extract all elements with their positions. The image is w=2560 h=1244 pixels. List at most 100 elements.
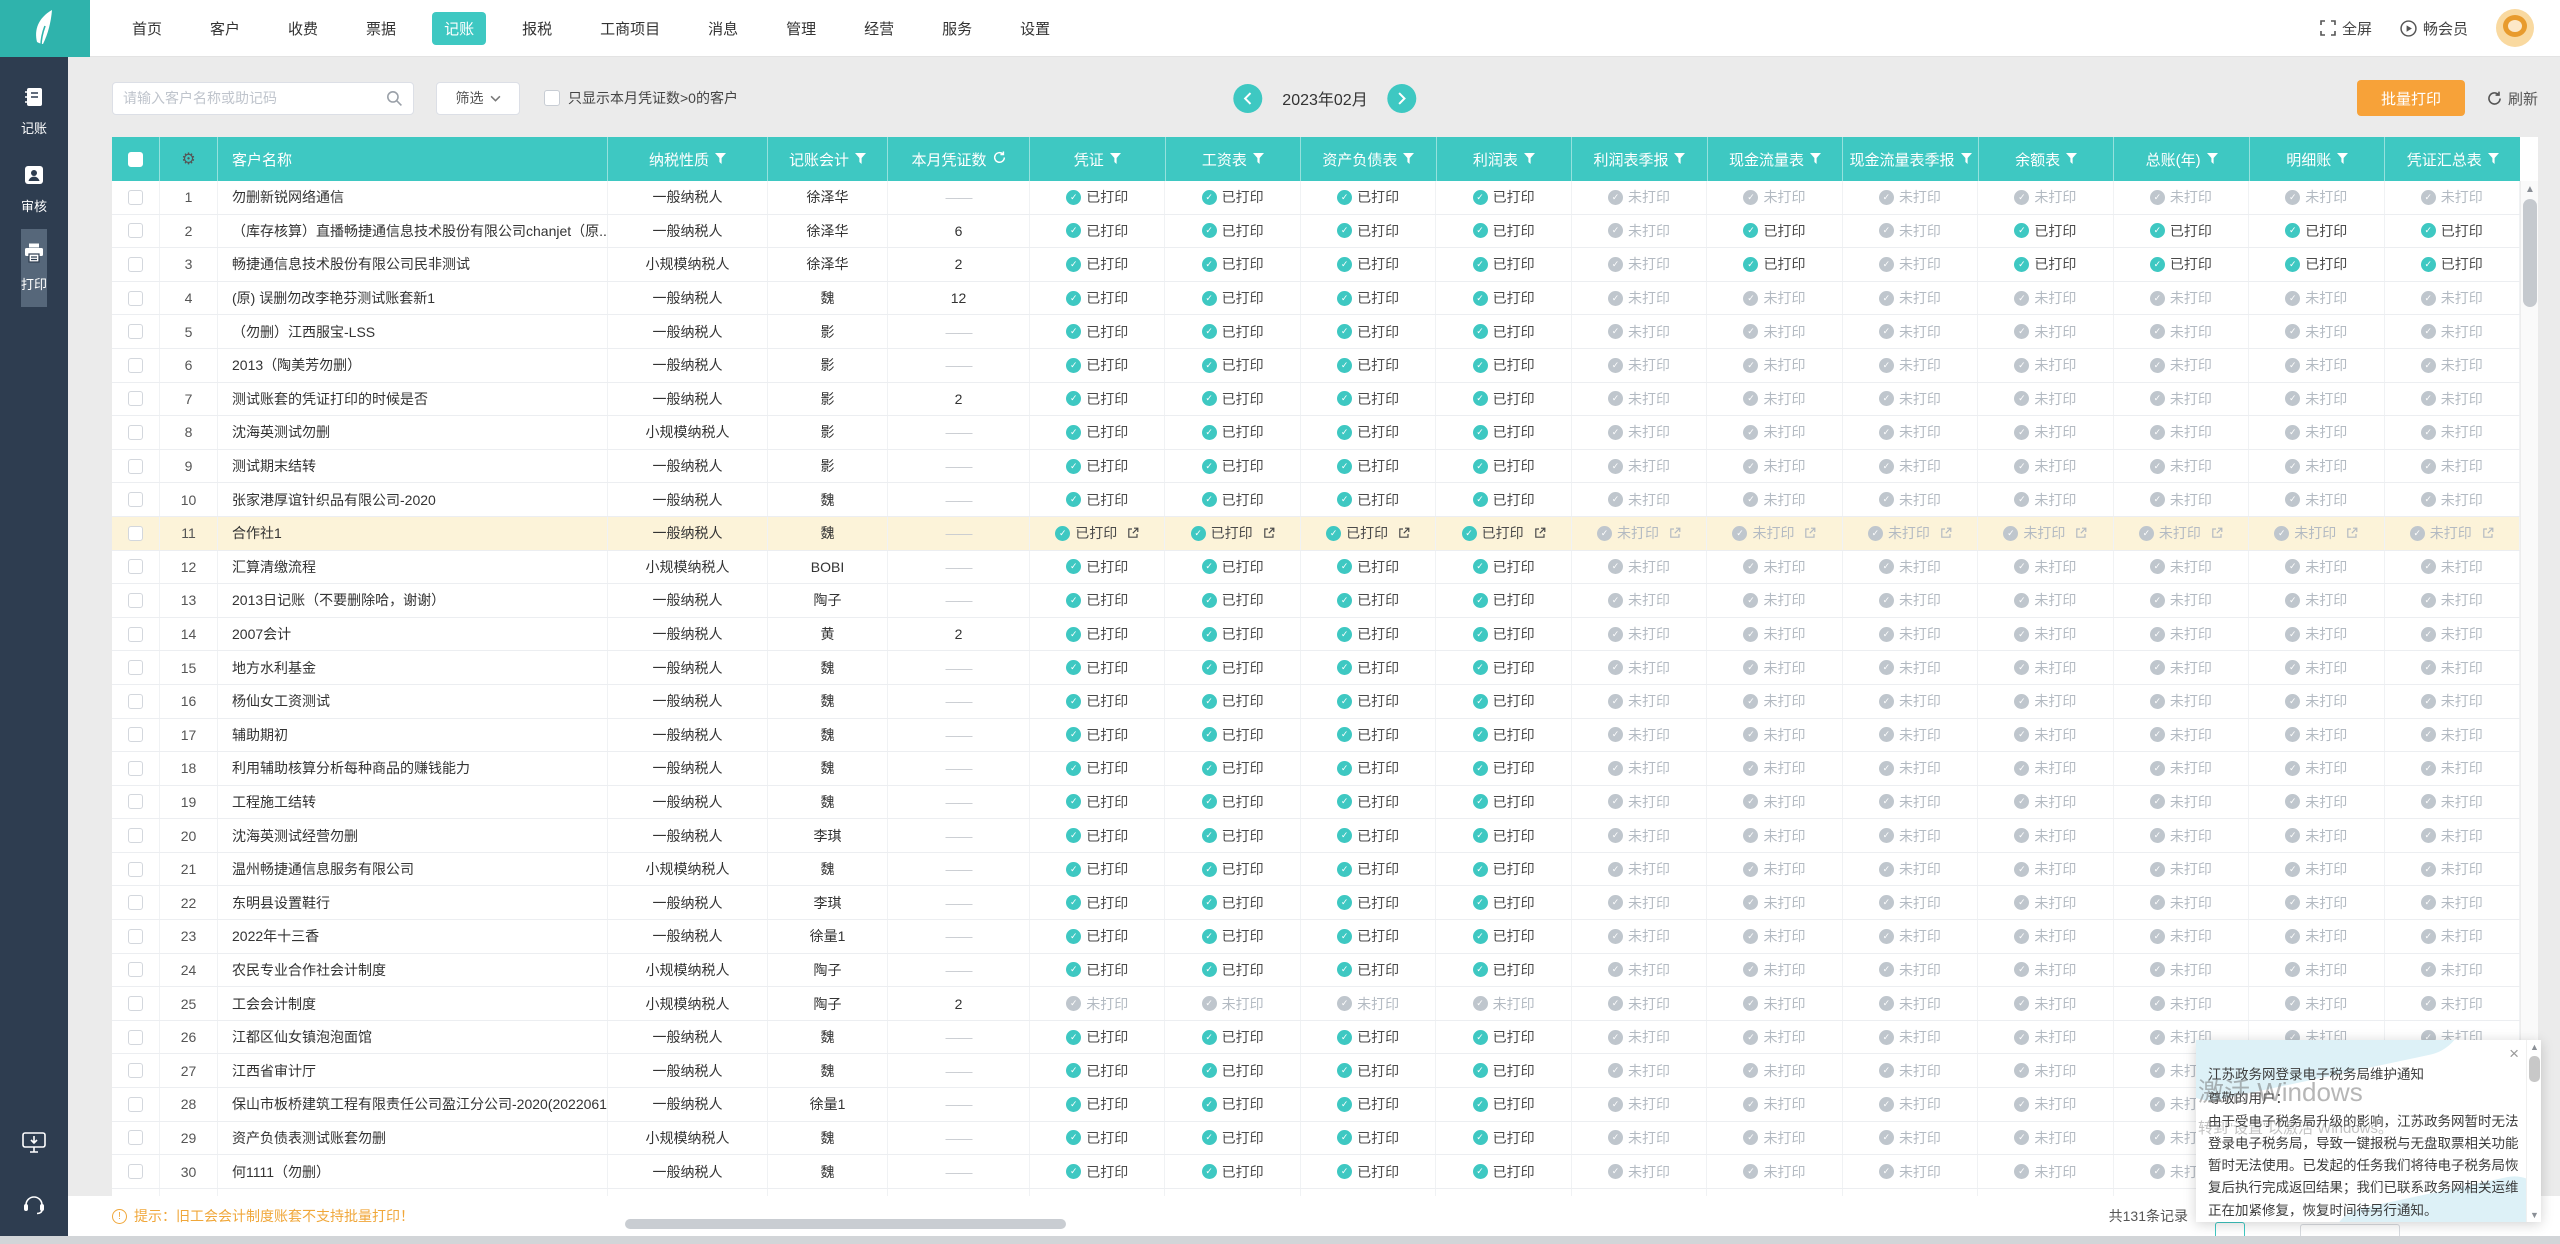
row-checkbox[interactable] — [128, 1063, 143, 1079]
nav-item[interactable]: 客户 — [210, 20, 241, 38]
external-link-icon[interactable] — [1669, 527, 1681, 539]
row-checkbox[interactable] — [128, 492, 143, 508]
row-checkbox[interactable] — [128, 693, 143, 709]
search-input[interactable] — [123, 90, 386, 106]
row-checkbox[interactable] — [128, 223, 143, 239]
row-checkbox[interactable] — [128, 592, 143, 608]
scroll-up-icon[interactable]: ▲ — [2525, 183, 2535, 195]
external-link-icon[interactable] — [1127, 527, 1139, 539]
scroll-down-icon[interactable]: ▼ — [2530, 1210, 2539, 1220]
table-row[interactable]: 24 农民专业合作社会计制度 小规模纳税人 陶子 —— ✓ 已打印 ✓ 已打印 ✓ 已打印 ✓ 已打印 ✓… — [112, 953, 2520, 988]
table-row[interactable]: 16 杨仙女工资测试 一般纳税人魏 —— ✓ 已打印 ✓ 已打印 ✓ 已打印 ✓ 已打印 ✓ 未打印 ✓ 未打… — [112, 684, 2520, 719]
row-checkbox[interactable] — [128, 760, 143, 776]
scrollbar-thumb[interactable] — [2523, 199, 2537, 307]
row-checkbox[interactable] — [128, 928, 143, 944]
filter-icon[interactable] — [2066, 151, 2078, 168]
table-row[interactable]: 1 勿删新锐网络通信 一般纳税人 徐泽华 —— ✓ 已打印 ✓ 已打印 ✓ 已打印 ✓ 已打印 ✓ 未打印 ✓… — [112, 181, 2520, 215]
nav-item[interactable]: 设置 — [1020, 20, 1051, 38]
table-row[interactable]: 3 畅捷通信息技术股份有限公司民非测试 小规模纳税人 徐泽华 2 ✓ 已打印 ✓ 已打印 ✓ 已打印… — [112, 248, 2520, 282]
column-header[interactable]: 工资表 — [1166, 137, 1302, 181]
column-header[interactable]: 客户名称 — [218, 137, 608, 181]
horizontal-scrollbar-thumb[interactable] — [625, 1219, 1066, 1229]
table-row[interactable]: 12 汇算清缴流程 小规模纳税人 BOBI —— ✓ 已打印 ✓ 已打印 ✓ 已打印 ✓ 已打印 ✓ 未打印… — [112, 550, 2520, 585]
row-checkbox[interactable] — [128, 660, 143, 676]
table-row[interactable]: 30 何1111（勿删） 一般纳税人魏 —— ✓ 已打印 ✓ 已打印 ✓ 已打印 ✓ 已打印 ✓ 未打印 ✓… — [112, 1155, 2520, 1189]
table-row[interactable]: 29 资产负债表测试账套勿删 小规模纳税人魏 —— ✓ 已打印 ✓ 已打印 ✓ 已打印 ✓ 已打印 ✓ 未… — [112, 1121, 2520, 1156]
filter-icon[interactable] — [1674, 151, 1686, 168]
filter-icon[interactable] — [1109, 151, 1121, 168]
row-checkbox[interactable] — [128, 458, 143, 474]
table-row[interactable]: 7 测试账套的凭证打印的时候是否 一般纳税人影 2 ✓ 已打印 ✓ 已打印 ✓ 已打印 ✓ 已打印 ✓ 未… — [112, 382, 2520, 417]
row-checkbox[interactable] — [128, 290, 143, 306]
table-row[interactable]: 19 工程施工结转 一般纳税人魏 —— ✓ 已打印 ✓ 已打印 ✓ 已打印 ✓ 已打印 ✓ 未打印 ✓ 未打印… — [112, 785, 2520, 820]
print-status-cell[interactable]: ✓ 未打印 — [2249, 516, 2385, 550]
table-row[interactable]: 9 测试期末结转 一般纳税人影 —— ✓ 已打印 ✓ 已打印 ✓ 已打印 ✓ 已打印 ✓ 未打印 ✓ 未打印 ✓… — [112, 449, 2520, 484]
sidebar-item[interactable]: 审核 — [21, 151, 47, 229]
table-row[interactable]: 26 江都区仙女镇泡泡面馆 一般纳税人魏 —— ✓ 已打印 ✓ 已打印 ✓ 已打印 ✓ 已打印 ✓ 未打印… — [112, 1020, 2520, 1055]
column-header[interactable]: 余额表 — [1979, 137, 2115, 181]
client-download-icon[interactable] — [22, 1132, 46, 1159]
column-header[interactable]: 现金流量表季报 — [1843, 137, 1979, 181]
filter-icon[interactable] — [2206, 151, 2218, 168]
column-header[interactable]: 资产负债表 — [1301, 137, 1437, 181]
table-row[interactable]: 23 2022年十三香 一般纳税人 徐量1 —— ✓ 已打印 ✓ 已打印 ✓ 已打印 ✓ 已打印 ✓ 未打印… — [112, 920, 2520, 954]
filter-icon[interactable] — [1252, 151, 1264, 168]
nav-item[interactable]: 服务 — [942, 20, 973, 38]
table-row[interactable]: 4 (原) 误删勿改李艳芬测试账套新1 一般纳税人魏 12 ✓ 已打印 ✓ 已打印 ✓ 已打印 ✓ 已… — [112, 281, 2520, 316]
filter-icon[interactable] — [1810, 151, 1822, 168]
row-checkbox[interactable] — [128, 895, 143, 911]
table-row[interactable]: 22 东明县设置鞋行 一般纳税人 李琪 —— ✓ 已打印 ✓ 已打印 ✓ 已打印 ✓ 已打印 ✓ 未打印 ✓ 未… — [112, 886, 2520, 921]
select-all-checkbox[interactable] — [128, 151, 143, 167]
popup-scrollbar[interactable]: ▲ ▼ — [2526, 1040, 2541, 1222]
column-header[interactable]: 利润表季报 — [1572, 137, 1708, 181]
batch-print-button[interactable]: 批量打印 — [2356, 80, 2465, 116]
table-row[interactable]: 5 （勿删）江西服宝-LSS 一般纳税人影 —— ✓ 已打印 ✓ 已打印 ✓ 已打印 ✓ 已打印 ✓ 未打… — [112, 315, 2520, 349]
table-row[interactable]: 14 2007会计 一般纳税人黄 2 ✓ 已打印 ✓ 已打印 ✓ 已打印 ✓ 已打印 ✓ 未打印 ✓ 未打印 ✓… — [112, 617, 2520, 652]
print-status-cell[interactable]: ✓ 已打印 — [1030, 516, 1166, 550]
external-link-icon[interactable] — [1398, 527, 1410, 539]
row-checkbox[interactable] — [128, 1130, 143, 1146]
select-all-header[interactable] — [112, 137, 160, 181]
row-checkbox[interactable] — [128, 391, 143, 407]
external-link-icon[interactable] — [2346, 527, 2358, 539]
column-header[interactable]: 凭证汇总表 — [2385, 137, 2520, 181]
nav-item[interactable]: 报税 — [522, 20, 553, 38]
external-link-icon[interactable] — [1940, 527, 1952, 539]
gear-icon[interactable]: ⚙ — [181, 151, 196, 168]
external-link-icon[interactable] — [2211, 527, 2223, 539]
row-checkbox[interactable] — [128, 525, 143, 541]
row-checkbox[interactable] — [128, 324, 143, 340]
table-row[interactable]: 2 （库存核算）直播畅捷通信息技术股份有限公司chanjet（原... 一般纳税人徐… — [112, 214, 2520, 249]
filter-icon[interactable] — [715, 151, 726, 168]
filter-button[interactable]: 筛选 — [436, 81, 520, 115]
row-checkbox[interactable] — [128, 861, 143, 877]
table-row[interactable]: 17 辅助期初 一般纳税人魏 —— ✓ 已打印 ✓ 已打印 ✓ 已打印 ✓ 已打印 ✓ 未打印 ✓ 未打印 ✓ 未… — [112, 718, 2520, 753]
scroll-up-icon[interactable]: ▲ — [2530, 1042, 2539, 1052]
row-checkbox[interactable] — [128, 996, 143, 1012]
nav-item[interactable]: 记账 — [432, 11, 487, 45]
table-row[interactable]: 15 地方水利基金 一般纳税人魏 —— ✓ 已打印 ✓ 已打印 ✓ 已打印 ✓ 已打印 ✓ 未打印 ✓ 未打印… — [112, 651, 2520, 685]
external-link-icon[interactable] — [1534, 527, 1546, 539]
print-status-cell[interactable]: ✓ 已打印 — [1301, 516, 1437, 550]
next-month-button[interactable] — [1387, 83, 1417, 113]
refresh-button[interactable]: 刷新 — [2487, 88, 2538, 109]
print-status-cell[interactable]: ✓ 未打印 — [2114, 516, 2250, 550]
row-checkbox[interactable] — [128, 794, 143, 810]
column-header[interactable]: 本月凭证数 — [888, 137, 1030, 181]
checkbox-icon[interactable] — [544, 90, 560, 106]
current-period[interactable]: 2023年02月 — [1282, 92, 1368, 109]
nav-item[interactable]: 首页 — [132, 20, 163, 38]
table-row[interactable]: 10 张家港厚谊针织品有限公司-2020 一般纳税人魏 —— ✓ 已打印 ✓ 已打印 ✓ 已打印 ✓… — [112, 483, 2520, 517]
row-checkbox[interactable] — [128, 256, 143, 272]
nav-item[interactable]: 消息 — [708, 20, 739, 38]
filter-icon[interactable] — [1403, 151, 1415, 168]
fullscreen-button[interactable]: 全屏 — [2320, 18, 2372, 39]
row-checkbox[interactable] — [128, 727, 143, 743]
refresh-icon[interactable] — [993, 151, 1006, 168]
row-checkbox[interactable] — [128, 1164, 143, 1180]
table-row[interactable]: 11 合作社1 一般纳税人魏 —— ✓ 已打印 ✓ 已打印 ✓ 已打印 ✓ 已打印 ✓ 未打印 ✓ 未打印 ✓ 未… — [112, 516, 2520, 551]
column-header[interactable]: 利润表 — [1437, 137, 1573, 181]
table-row[interactable]: 6 2013（陶美芳勿删） 一般纳税人影 —— ✓ 已打印 ✓ 已打印 ✓ 已打印 ✓ 已打印 ✓ 未打印… — [112, 348, 2520, 383]
table-row[interactable]: 31测试三误删勿动3小规模纳税人魏——✓已打印✓已打印✓已打印✓已打印✓未打印✓… — [112, 1188, 2520, 1196]
filter-icon[interactable] — [855, 151, 866, 168]
